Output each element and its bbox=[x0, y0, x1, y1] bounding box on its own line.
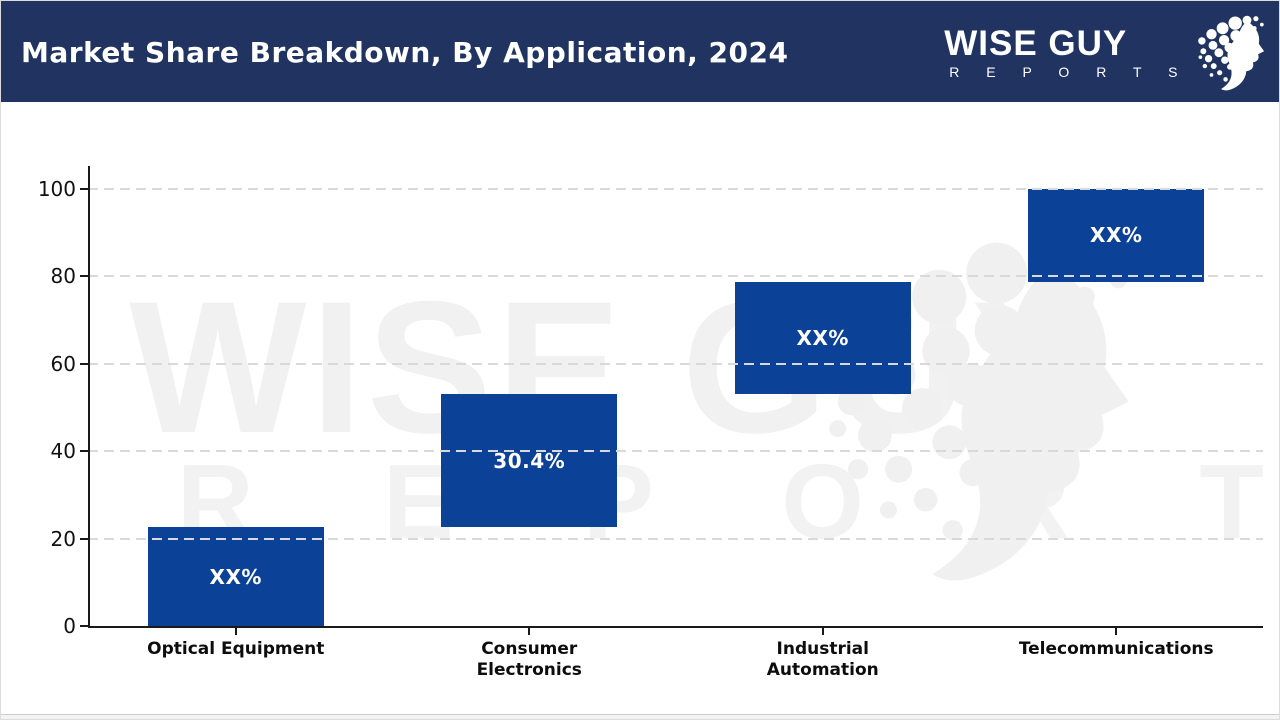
y-tick-40 bbox=[80, 450, 88, 452]
logo-text: WISE GUY R E P O R T S bbox=[944, 23, 1189, 80]
wiseguy-head-icon bbox=[1198, 15, 1265, 91]
y-tick-100 bbox=[80, 187, 88, 190]
x-category-label-2: Consumer Electronics bbox=[476, 639, 582, 680]
y-tick-80 bbox=[80, 275, 88, 277]
x-tick-2 bbox=[528, 628, 531, 635]
grid-line-20 bbox=[88, 537, 1263, 540]
bar-label-2: 30.4% bbox=[493, 448, 566, 473]
grid-line-80 bbox=[88, 275, 1263, 277]
bar-2 bbox=[441, 394, 618, 528]
y-tick-60 bbox=[80, 362, 88, 365]
bar-label-3: XX% bbox=[796, 325, 849, 350]
y-tick-20 bbox=[80, 537, 88, 540]
grid-line-40 bbox=[88, 450, 1263, 452]
x-tick-3 bbox=[821, 628, 824, 635]
y-tick-0 bbox=[80, 625, 88, 627]
header-bar: Market Share Breakdown, By Application, … bbox=[1, 1, 1279, 102]
wiseguy-logo: WISE GUY R E P O R T S bbox=[944, 9, 1267, 95]
x-tick-4 bbox=[1115, 628, 1118, 635]
bar-label-4: XX% bbox=[1090, 223, 1143, 248]
y-tick-label-100: 100 bbox=[37, 176, 76, 201]
y-tick-label-0: 0 bbox=[63, 614, 76, 638]
x-tick-1 bbox=[234, 628, 237, 635]
bar-3 bbox=[734, 281, 911, 395]
y-tick-label-40: 40 bbox=[50, 439, 76, 463]
bottom-edge-strip bbox=[1, 714, 1279, 719]
x-axis-line bbox=[88, 626, 1263, 628]
chart-title: Market Share Breakdown, By Application, … bbox=[21, 36, 789, 69]
y-tick-label-60: 60 bbox=[50, 351, 76, 376]
x-category-label-3: Industrial Automation bbox=[766, 639, 879, 680]
bar-4 bbox=[1028, 188, 1205, 282]
logo-subtitle: R E P O R T S bbox=[949, 63, 1189, 80]
grid-line-60 bbox=[88, 362, 1263, 365]
y-tick-label-80: 80 bbox=[50, 264, 76, 288]
y-tick-label-20: 20 bbox=[50, 526, 76, 551]
x-category-label-1: Optical Equipment bbox=[147, 639, 325, 659]
x-category-label-4: Telecommunications bbox=[1018, 639, 1214, 659]
grid-line-100 bbox=[88, 187, 1263, 190]
watermark-subtext: R E P O R T S bbox=[177, 443, 1279, 561]
bar-label-1: XX% bbox=[209, 564, 262, 589]
y-axis-line bbox=[88, 166, 90, 628]
logo-name: WISE GUY bbox=[944, 23, 1128, 63]
chart-plot-area: XX% Optical Equipment 30.4% Consumer Electr… bbox=[1, 102, 1279, 719]
bar-1 bbox=[147, 527, 324, 626]
